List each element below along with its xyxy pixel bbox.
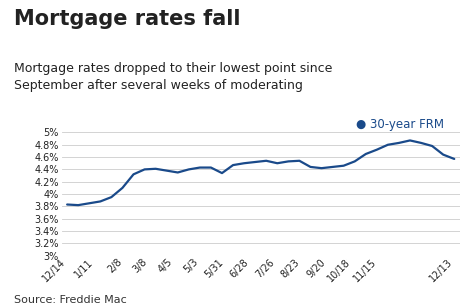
Text: Mortgage rates fall: Mortgage rates fall xyxy=(14,9,241,29)
Text: ● 30-year FRM: ● 30-year FRM xyxy=(356,118,444,131)
Text: Mortgage rates dropped to their lowest point since
September after several weeks: Mortgage rates dropped to their lowest p… xyxy=(14,62,333,91)
Text: Source: Freddie Mac: Source: Freddie Mac xyxy=(14,295,127,305)
